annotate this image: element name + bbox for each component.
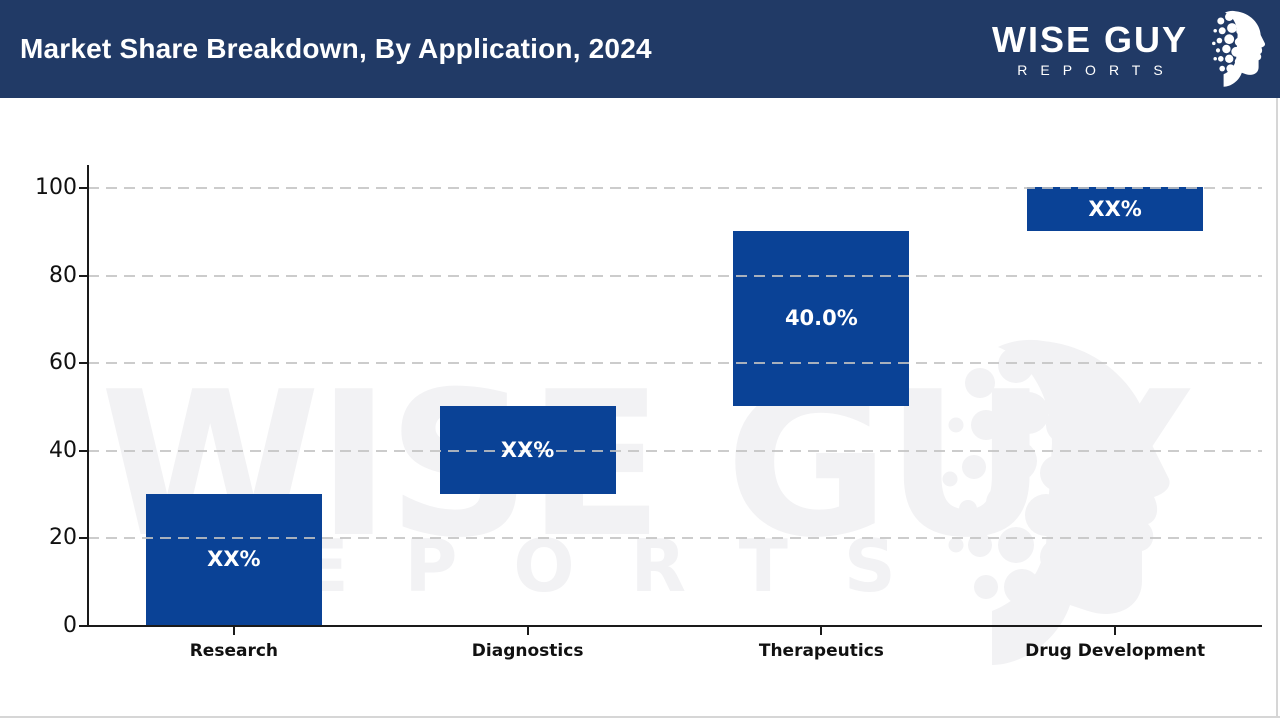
brand-logo: WISE GUY REPORTS — [992, 7, 1270, 91]
plot-area: WISE GUY REPORTS 0 20 40 60 80 100 XX% Research… — [0, 98, 1280, 718]
x-category-label: Drug Development — [1025, 641, 1206, 661]
bar-value-label: XX% — [1088, 196, 1142, 221]
y-tick-mark — [79, 625, 87, 627]
brand-subname: REPORTS — [1017, 61, 1176, 78]
brand-name: WISE GUY — [991, 18, 1188, 60]
y-tick-mark — [79, 449, 87, 452]
y-tick-label: 0 — [63, 613, 77, 638]
frame-right-edge — [1276, 98, 1278, 718]
bar-drug-development — [1027, 187, 1204, 231]
x-tick-mark — [526, 627, 529, 635]
x-category-label: Therapeutics — [758, 641, 884, 661]
wise-guy-face-icon — [1212, 10, 1266, 87]
gridline — [88, 537, 1262, 540]
y-tick-mark — [79, 537, 87, 540]
gridline — [88, 449, 1262, 452]
bar-research — [145, 493, 322, 625]
gridline — [88, 274, 1262, 277]
bar-value-label: XX% — [207, 547, 261, 572]
bar-therapeutics — [733, 230, 910, 406]
brand-logo-text: WISE GUY REPORTS — [991, 18, 1188, 78]
y-tick-mark — [79, 362, 87, 365]
x-tick-mark — [820, 627, 823, 635]
y-tick-label: 40 — [49, 437, 77, 463]
chart-title: Market Share Breakdown, By Application, … — [20, 33, 652, 64]
x-tick-mark — [1114, 627, 1117, 635]
frame-bottom-edge — [0, 716, 1280, 718]
y-tick-mark — [79, 187, 87, 189]
y-tick-label: 100 — [35, 175, 77, 200]
x-tick-mark — [232, 627, 235, 635]
y-tick-label: 80 — [49, 262, 77, 288]
y-tick-mark — [79, 274, 87, 277]
bar-value-label: XX% — [500, 437, 555, 462]
bar-value-label: 40.0% — [784, 306, 858, 331]
y-tick-label: 60 — [49, 350, 77, 376]
watermark-face-icon — [942, 339, 1170, 665]
x-axis-line — [87, 625, 1262, 627]
x-category-label: Research — [189, 641, 279, 661]
gridline — [88, 187, 1262, 189]
x-category-label: Diagnostics — [471, 641, 584, 661]
gridline — [88, 362, 1262, 365]
y-axis-line — [87, 165, 89, 627]
header: Market Share Breakdown, By Application, … — [0, 0, 1280, 98]
y-tick-label: 20 — [49, 525, 77, 551]
